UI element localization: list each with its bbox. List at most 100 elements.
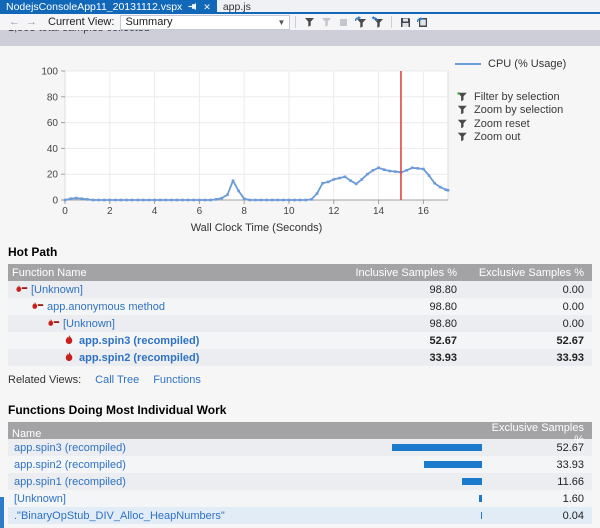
flame-icon <box>62 352 76 363</box>
function-name-link[interactable]: [Unknown] <box>14 493 66 505</box>
hot-path-icon <box>46 319 60 329</box>
hot-path-row[interactable]: [Unknown] 98.80 0.00 <box>8 315 592 332</box>
cpu-usage-chart[interactable]: 0204060801000246810121416Wall Clock Time… <box>0 54 600 239</box>
svg-text:12: 12 <box>328 206 340 217</box>
function-name-link[interactable]: app.spin3 (recompiled) <box>79 335 199 347</box>
svg-text:60: 60 <box>47 118 59 129</box>
forward-arrow-icon[interactable]: → <box>26 16 37 28</box>
call-tree-link[interactable]: Call Tree <box>95 374 139 386</box>
svg-text:20: 20 <box>47 170 59 181</box>
back-arrow-icon[interactable]: ← <box>9 16 20 28</box>
samples-bar <box>462 478 482 485</box>
hot-path-section: Hot Path Function Name Inclusive Samples… <box>0 245 600 386</box>
hot-path-icon <box>30 302 44 312</box>
hot-path-icon <box>14 285 28 295</box>
function-name-link[interactable]: app.spin2 (recompiled) <box>14 459 126 471</box>
close-icon[interactable]: ✕ <box>203 3 211 12</box>
toolbar-separator <box>391 16 392 28</box>
chart-action-zoom-out[interactable]: Zoom out <box>457 131 563 145</box>
hot-path-arrow-icon <box>15 285 28 295</box>
toolbar-separator <box>295 16 296 28</box>
function-work-row[interactable]: [Unknown] 1.60 <box>8 490 592 507</box>
chart-action-zoom-by-selection[interactable]: Zoom by selection <box>457 104 563 118</box>
flame-icon <box>62 335 76 346</box>
hot-path-row[interactable]: app.anonymous method 98.80 0.00 <box>8 298 592 315</box>
tab-appjs[interactable]: app.js <box>217 0 257 14</box>
svg-text:40: 40 <box>47 144 59 155</box>
zoom-filter-in-icon[interactable] <box>353 16 368 29</box>
hot-path-table-header[interactable]: Function Name Inclusive Samples % Exclus… <box>8 264 592 281</box>
export-report-icon[interactable] <box>415 16 430 29</box>
col-name[interactable]: Name <box>8 428 392 440</box>
hot-path-row[interactable]: [Unknown] 98.80 0.00 <box>8 281 592 298</box>
svg-text:16: 16 <box>418 206 430 217</box>
save-icon[interactable] <box>398 16 413 29</box>
tab-label: app.js <box>223 1 251 13</box>
exclusive-samples-value: 0.00 <box>465 301 592 313</box>
svg-text:80: 80 <box>47 92 59 103</box>
exclusive-samples-value: 52.67 <box>465 335 592 347</box>
pin-icon[interactable] <box>188 2 197 13</box>
svg-text:0: 0 <box>52 196 58 207</box>
function-name-link[interactable]: app.spin1 (recompiled) <box>14 476 126 488</box>
function-work-row[interactable]: ."BinaryOpStub_DIV_Alloc_HeapNumbers" 0.… <box>8 507 592 524</box>
legend-line-swatch <box>455 63 481 65</box>
funnel-new-icon <box>457 92 468 102</box>
svg-text:4: 4 <box>152 206 158 217</box>
inclusive-samples-value: 98.80 <box>355 301 465 313</box>
profiler-toolbar: ← → Current View: Summary ▼ <box>0 14 600 30</box>
inclusive-samples-value: 98.80 <box>355 318 465 330</box>
exclusive-samples-value: 33.93 <box>487 459 592 471</box>
chart-action-zoom-reset[interactable]: Zoom reset <box>457 117 563 131</box>
col-exclusive-samples[interactable]: Exclusive Samples % <box>465 267 592 279</box>
exclusive-samples-value: 33.93 <box>465 352 592 364</box>
functions-table-header[interactable]: Name Exclusive Samples % <box>8 422 592 439</box>
chevron-down-icon: ▼ <box>278 18 286 27</box>
col-inclusive-samples[interactable]: Inclusive Samples % <box>355 267 465 279</box>
inclusive-samples-value: 98.80 <box>355 284 465 296</box>
functions-work-table: Name Exclusive Samples % app.spin3 (reco… <box>8 422 592 524</box>
funnel-icon <box>457 132 468 142</box>
samples-bar <box>392 444 482 451</box>
tab-vspx-report[interactable]: NodejsConsoleApp11_20131112.vspx ✕ <box>0 0 217 14</box>
legend-label: CPU (% Usage) <box>488 58 566 70</box>
chart-action-links: Filter by selectionZoom by selectionZoom… <box>457 90 563 144</box>
function-work-row[interactable]: app.spin3 (recompiled) 52.67 <box>8 439 592 456</box>
samples-bar <box>479 495 482 502</box>
funnel-icon <box>457 105 468 115</box>
chart-action-filter-by-selection[interactable]: Filter by selection <box>457 90 563 104</box>
exclusive-samples-value: 52.67 <box>487 442 592 454</box>
related-views-label: Related Views: <box>8 374 81 386</box>
function-name-link[interactable]: ."BinaryOpStub_DIV_Alloc_HeapNumbers" <box>14 510 225 522</box>
view-selector-value: Summary <box>125 16 172 28</box>
chart-legend: CPU (% Usage) <box>455 58 566 70</box>
view-selector-dropdown[interactable]: Summary ▼ <box>120 15 290 30</box>
function-work-row[interactable]: app.spin2 (recompiled) 33.93 <box>8 456 592 473</box>
exclusive-samples-value: 0.00 <box>465 284 592 296</box>
related-views: Related Views: Call Tree Functions <box>8 374 600 386</box>
hot-path-arrow-icon <box>31 302 44 312</box>
svg-text:2: 2 <box>107 206 113 217</box>
zoom-filter-out-icon[interactable] <box>370 16 385 29</box>
functions-link[interactable]: Functions <box>153 374 201 386</box>
function-name-link[interactable]: app.spin2 (recompiled) <box>79 352 199 364</box>
hot-path-row[interactable]: app.spin2 (recompiled) 33.93 33.93 <box>8 349 592 366</box>
cpu-usage-chart-section: 0204060801000246810121416Wall Clock Time… <box>0 46 600 245</box>
filter-icon[interactable] <box>302 16 317 29</box>
samples-bar <box>481 512 482 519</box>
window-edge-accent <box>0 497 4 528</box>
hot-path-arrow-icon <box>47 319 60 329</box>
function-name-link[interactable]: [Unknown] <box>63 318 115 330</box>
function-name-link[interactable]: app.spin3 (recompiled) <box>14 442 126 454</box>
exclusive-samples-value: 0.04 <box>487 510 592 522</box>
hot-path-row[interactable]: app.spin3 (recompiled) 52.67 52.67 <box>8 332 592 349</box>
svg-text:8: 8 <box>241 206 247 217</box>
function-work-row[interactable]: app.spin1 (recompiled) 11.66 <box>8 473 592 490</box>
function-name-link[interactable]: [Unknown] <box>31 284 83 296</box>
function-name-link[interactable]: app.anonymous method <box>47 301 165 313</box>
svg-text:6: 6 <box>197 206 203 217</box>
col-function-name[interactable]: Function Name <box>8 267 355 279</box>
exclusive-samples-value: 0.00 <box>465 318 592 330</box>
svg-text:100: 100 <box>41 67 58 78</box>
svg-text:Wall Clock Time (Seconds): Wall Clock Time (Seconds) <box>191 222 323 234</box>
